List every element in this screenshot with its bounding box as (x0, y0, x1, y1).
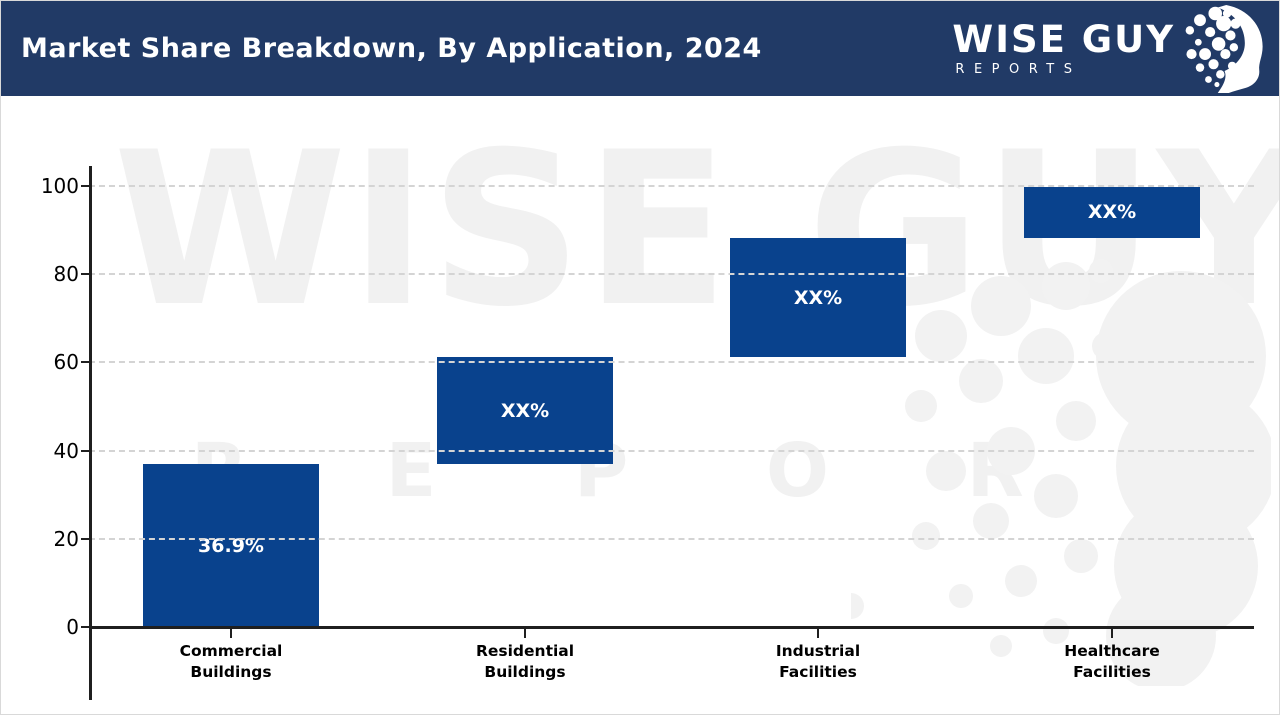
y-tick-label-40: 40 (53, 439, 79, 463)
y-tick-20 (81, 538, 90, 540)
category-label-commercial-buildings: Commercial Buildings (111, 641, 351, 683)
x-tick-2 (817, 629, 819, 638)
y-tick-label-80: 80 (53, 262, 79, 286)
bar-value-label: XX% (793, 286, 843, 309)
x-tick-3 (1111, 629, 1113, 638)
category-line1: Residential (475, 642, 575, 660)
category-line2: Facilities (1073, 662, 1151, 681)
logo-wordmark: WISE GUY (952, 17, 1175, 61)
bar-industrial-facilities: XX% (730, 238, 906, 358)
category-label-residential-buildings: Residential Buildings (405, 641, 645, 683)
category-label-industrial-facilities: Industrial Facilities (698, 641, 938, 683)
category-line2: Buildings (484, 662, 566, 681)
gridline-40 (89, 450, 1254, 452)
logo-subtitle: REPORTS (955, 61, 1082, 77)
category-line1: Commercial (179, 642, 283, 660)
bar-healthcare-facilities: XX% (1024, 186, 1200, 239)
header: Market Share Breakdown, By Application, … (1, 1, 1279, 96)
bar-value-label: XX% (500, 399, 550, 422)
x-tick-1 (524, 629, 526, 638)
y-tick-100 (81, 185, 90, 187)
brand-logo: WISE GUY REPORTS (952, 4, 1265, 93)
y-tick-label-60: 60 (53, 350, 79, 374)
category-line2: Buildings (190, 662, 272, 681)
x-axis (89, 626, 1254, 629)
bar-residential-buildings: XX% (437, 357, 613, 465)
bar-commercial-buildings: 36.9% (143, 464, 319, 627)
brand-logo-text: WISE GUY REPORTS (952, 21, 1175, 77)
y-tick-label-100: 100 (40, 174, 79, 198)
category-label-healthcare-facilities: Healthcare Facilities (992, 641, 1232, 683)
x-tick-0 (230, 629, 232, 638)
y-axis (89, 166, 92, 700)
category-line1: Healthcare (1064, 642, 1160, 660)
gridline-80 (89, 273, 1254, 275)
y-tick-0 (81, 626, 90, 628)
y-tick-80 (81, 273, 90, 275)
y-tick-label-0: 0 (66, 615, 79, 639)
bar-value-label: 36.9% (198, 534, 264, 557)
logo-head-icon (1185, 4, 1263, 93)
y-tick-40 (81, 450, 90, 452)
chart-title: Market Share Breakdown, By Application, … (21, 33, 762, 64)
y-tick-label-20: 20 (53, 527, 79, 551)
category-line1: Industrial (775, 642, 861, 660)
gridline-60 (89, 361, 1254, 363)
gridline-100 (89, 185, 1254, 187)
waterfall-chart: WISE GUY R E P O R T S 36.9%XX%XX%XX (1, 96, 1279, 714)
bar-value-label: XX% (1087, 201, 1137, 224)
y-tick-60 (81, 361, 90, 363)
category-line2: Facilities (779, 662, 857, 681)
gridline-20 (89, 538, 1254, 540)
watermark-subtitle: R E P O R T S (191, 428, 1279, 514)
watermark-head-icon (851, 259, 1271, 686)
